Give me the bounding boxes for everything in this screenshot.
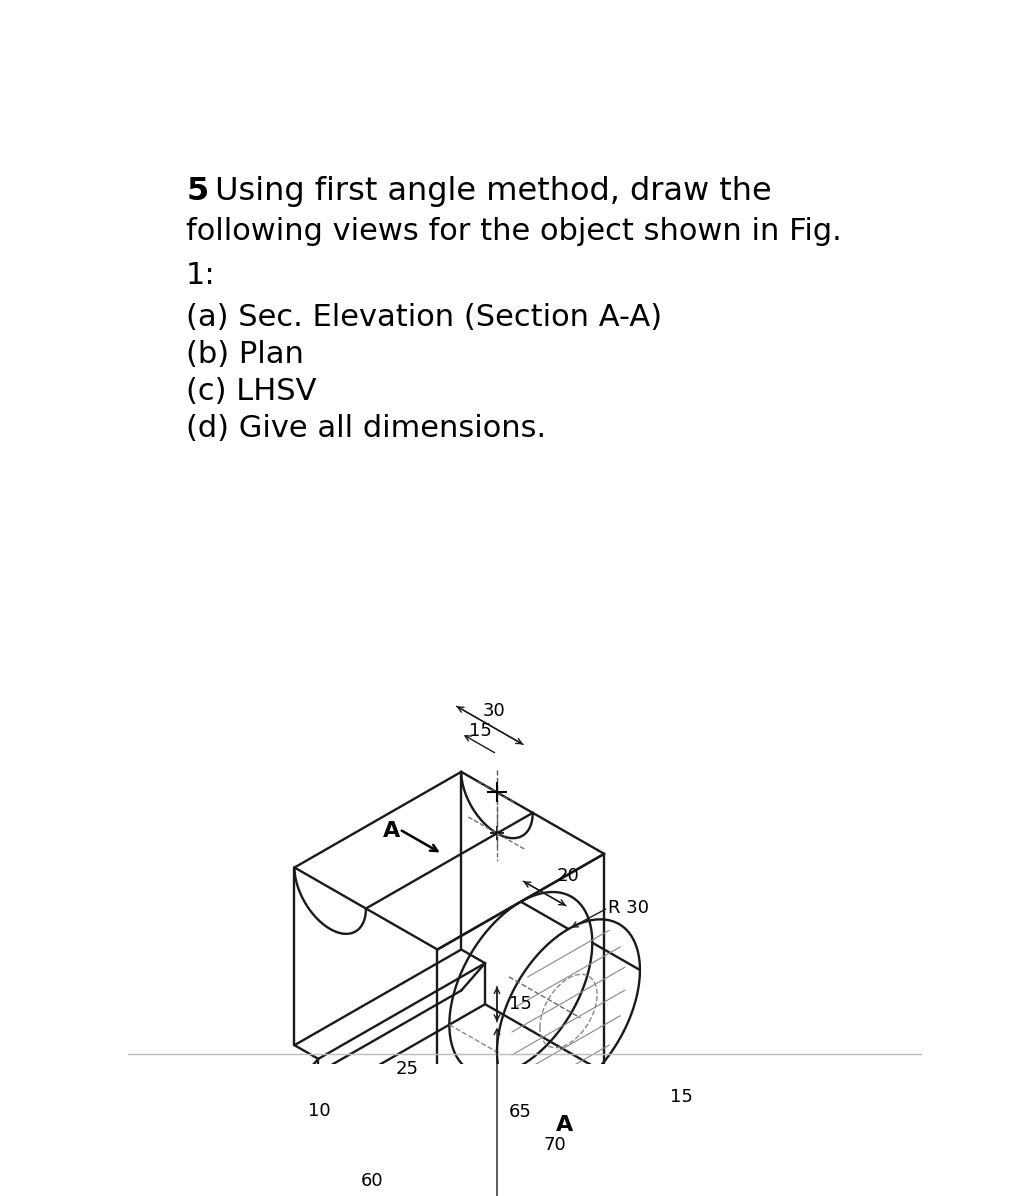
Text: 5: 5 [186,176,208,207]
Text: (b) Plan: (b) Plan [186,340,304,368]
Text: A: A [556,1115,573,1135]
Text: 60: 60 [360,1172,383,1190]
Text: following views for the object shown in Fig.: following views for the object shown in … [186,216,842,245]
Text: 1:: 1: [186,262,216,291]
Text: (d) Give all dimensions.: (d) Give all dimensions. [186,414,546,443]
Text: (a) Sec. Elevation (Section A-A): (a) Sec. Elevation (Section A-A) [186,303,663,332]
Text: 15: 15 [469,722,493,740]
Text: 15: 15 [509,995,531,1013]
Text: 70: 70 [544,1136,566,1154]
Text: A: A [383,820,400,841]
Text: 10: 10 [308,1103,331,1121]
Text: 20: 20 [556,867,580,885]
Text: 65: 65 [509,1103,531,1121]
Text: 25: 25 [395,1061,418,1079]
Text: 30: 30 [482,702,505,720]
Text: 15: 15 [670,1088,693,1106]
Text: R 30: R 30 [608,899,649,917]
Text: (c) LHSV: (c) LHSV [186,377,316,405]
Text: Using first angle method, draw the: Using first angle method, draw the [205,176,771,207]
